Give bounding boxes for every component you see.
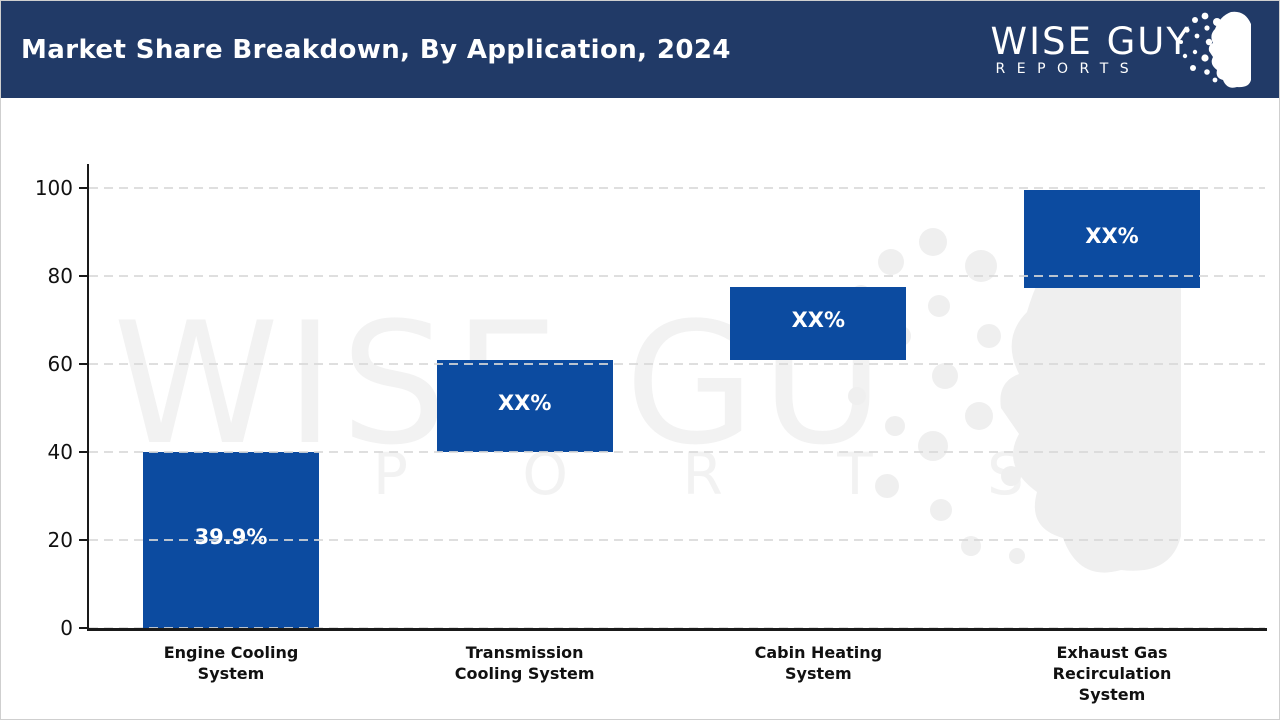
y-tick-label: 0	[60, 616, 73, 640]
y-tick-label: 20	[47, 528, 73, 552]
y-tick-label: 80	[47, 264, 73, 288]
y-tick-label: 40	[47, 440, 73, 464]
logo-text: WISE GUY REPORTS	[990, 20, 1191, 78]
watermark-dotted-head	[832, 228, 1181, 573]
waterfall-bar: XX%	[1024, 189, 1200, 288]
header-bar: Market Share Breakdown, By Application, …	[1, 1, 1279, 98]
y-tick-mark	[79, 363, 87, 365]
y-tick-mark	[79, 539, 87, 541]
x-category-label: Transmission Cooling System	[454, 643, 595, 683]
gridline	[89, 275, 1265, 277]
gridline	[89, 187, 1265, 189]
plot-area: WISE GU P O R T S 0 20 40 60 80 100 39.9% Engin…	[1, 98, 1279, 719]
y-tick-mark	[79, 627, 87, 629]
x-category-label: Cabin Heating System	[754, 643, 883, 683]
waterfall-bar: XX%	[730, 287, 907, 360]
bar-value-label: XX%	[791, 308, 846, 333]
y-tick-label: 100	[34, 176, 73, 200]
x-axis	[87, 628, 1267, 631]
dotted-head-icon	[1179, 11, 1251, 88]
y-tick-label: 60	[47, 352, 73, 376]
logo-wordmark: WISE GUY	[990, 20, 1191, 63]
bar-value-label: XX%	[497, 390, 552, 415]
x-category-label: Exhaust Gas Recirculation System	[1052, 643, 1172, 704]
x-category-label: Engine Cooling System	[163, 643, 299, 683]
bar-value-label: XX%	[1085, 223, 1139, 248]
y-tick-mark	[79, 275, 87, 277]
y-axis	[87, 164, 89, 628]
gridline	[89, 363, 1265, 365]
waterfall-bar: XX%	[436, 360, 613, 452]
chart-title: Market Share Breakdown, By Application, …	[21, 34, 731, 65]
wise-guy-reports-logo: WISE GUY REPORTS	[991, 10, 1255, 90]
y-tick-mark	[79, 451, 87, 453]
y-tick-mark	[79, 187, 87, 189]
logo-subtitle: REPORTS	[995, 61, 1141, 77]
gridline	[89, 451, 1265, 453]
gridline	[89, 539, 1265, 541]
bar-value-label: 39.9%	[194, 525, 268, 550]
